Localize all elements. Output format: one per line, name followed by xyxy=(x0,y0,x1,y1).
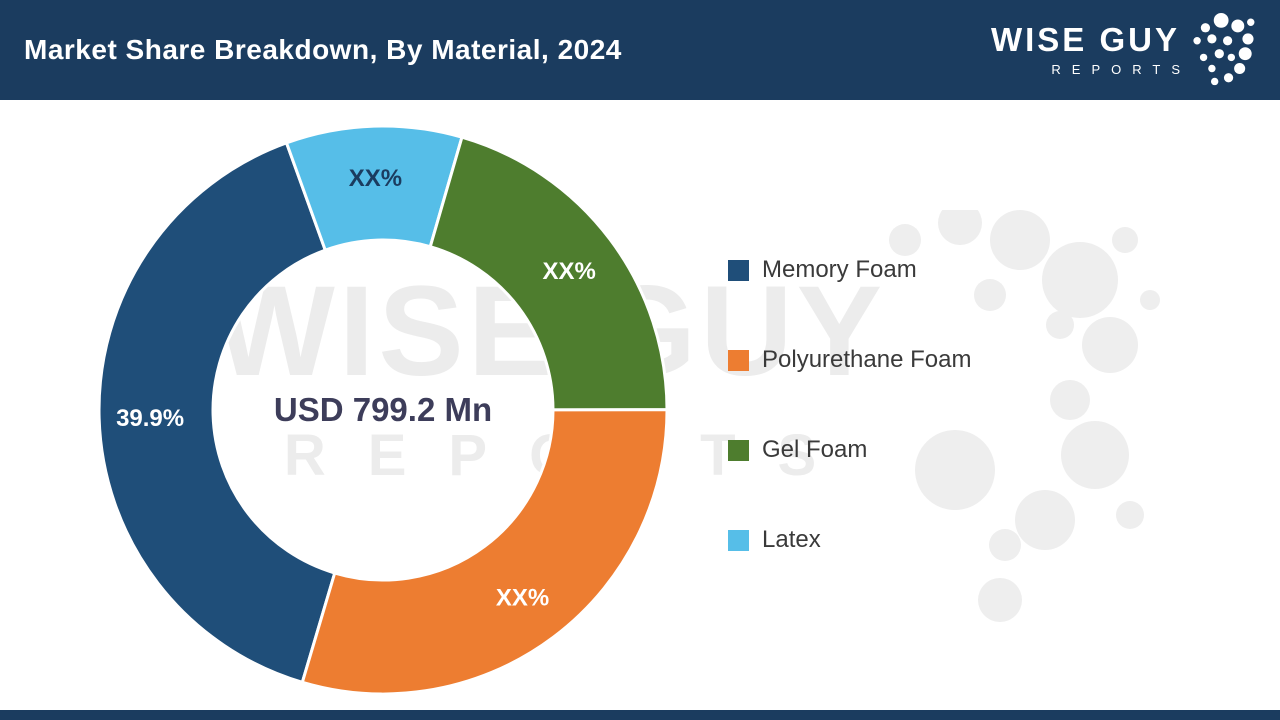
legend-label: Polyurethane Foam xyxy=(762,346,972,373)
footer-bar xyxy=(0,710,1280,720)
chart-center-value: USD 799.2 Mn xyxy=(273,391,493,428)
segment-label-memory-foam: 39.9% xyxy=(116,405,184,432)
legend-item-polyurethane-foam: Polyurethane Foam xyxy=(728,345,971,375)
legend-item-gel-foam: Gel Foam xyxy=(728,435,971,465)
segment-label-latex: XX% xyxy=(349,165,402,192)
legend: Memory Foam Polyurethane Foam Gel Foam Late… xyxy=(728,255,971,555)
segment-label-gel-foam: XX% xyxy=(543,258,596,285)
logo-wordmark-line1: WISE GUY xyxy=(990,21,1180,59)
donut-segment-polyurethane-foam xyxy=(300,408,669,696)
legend-label: Gel Foam xyxy=(762,436,868,463)
legend-item-latex: Latex xyxy=(728,525,971,555)
segment-label-polyurethane-foam: XX% xyxy=(496,585,549,612)
legend-label: Memory Foam xyxy=(762,256,917,283)
legend-label: Latex xyxy=(762,526,821,553)
chart-area: WISE GUY REPORTS 39.9%XX%XX%XX% USD 799.… xyxy=(0,100,1280,710)
donut-chart: 39.9% XX% XX% XX% xyxy=(97,124,669,696)
legend-swatch xyxy=(728,349,749,371)
brand-logo: WISE GUY REPORTS xyxy=(991,9,1260,91)
header: Market Share Breakdown, By Material, 202… xyxy=(0,0,1280,100)
logo-head-icon xyxy=(1193,13,1255,86)
logo-wordmark: WISE GUY REPORTS xyxy=(991,23,1180,77)
legend-swatch xyxy=(728,529,749,551)
watermark-face xyxy=(889,210,1160,622)
donut-segment-gel-foam xyxy=(428,135,669,412)
legend-item-memory-foam: Memory Foam xyxy=(728,255,971,285)
legend-swatch xyxy=(728,439,749,461)
legend-swatch xyxy=(728,259,749,281)
page-title: Market Share Breakdown, By Material, 202… xyxy=(24,34,622,65)
donut-segment-memory-foam xyxy=(97,141,337,684)
logo-wordmark-line2: REPORTS xyxy=(1051,61,1191,77)
